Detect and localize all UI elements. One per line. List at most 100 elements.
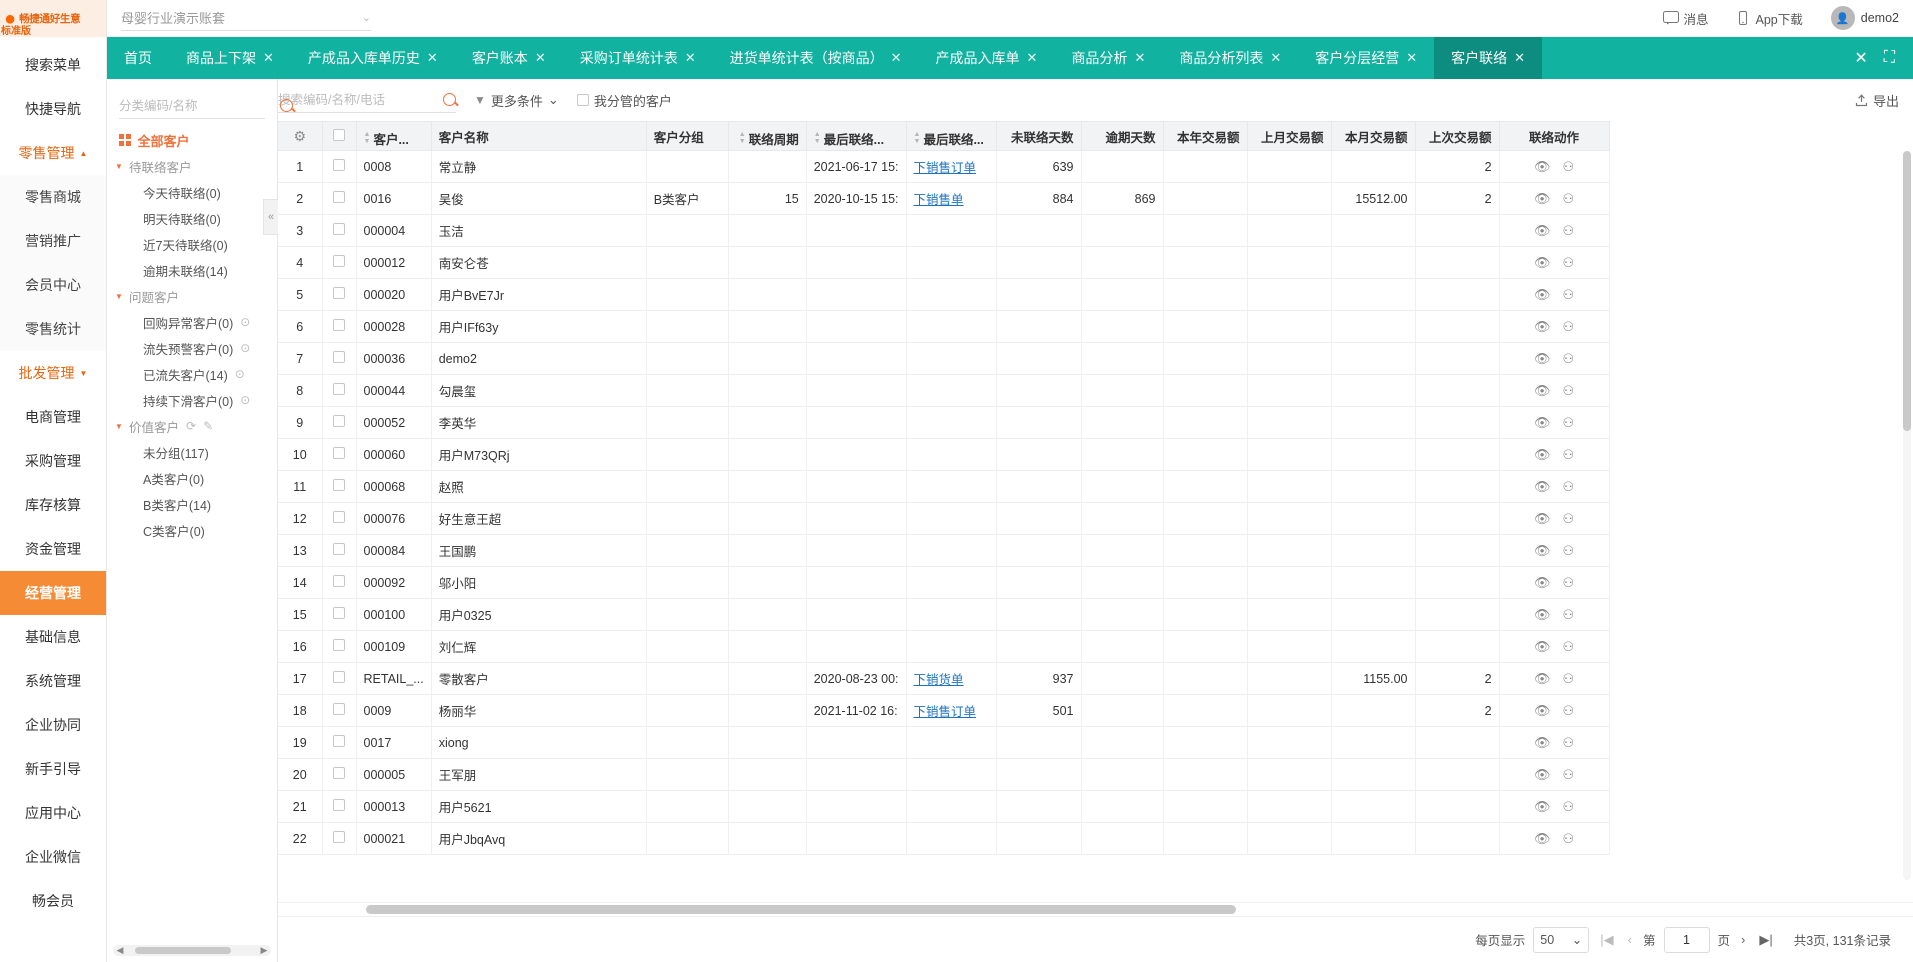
help-icon[interactable]: ⊙ — [240, 393, 251, 407]
row-checkbox-cell[interactable] — [322, 406, 357, 439]
view-icon[interactable]: 👁 — [1533, 510, 1551, 526]
view-icon[interactable]: 👁 — [1533, 350, 1551, 366]
table-row[interactable]: 2 0016 吴俊 B类客户 15 2020-10-15 15: 下销售单 884 869 155… — [278, 182, 1610, 215]
page-number-input[interactable] — [1663, 926, 1710, 953]
row-checkbox[interactable] — [333, 607, 345, 619]
rail-item-17[interactable]: 应用中心 — [0, 791, 106, 835]
rail-item-5[interactable]: 会员中心 — [0, 263, 106, 307]
row-checkbox-cell[interactable] — [322, 374, 357, 407]
share-icon[interactable]: ⚇ — [1562, 830, 1575, 846]
rail-item-6[interactable]: 零售统计 — [0, 307, 106, 351]
share-icon[interactable]: ⚇ — [1562, 286, 1575, 302]
fullscreen-icon[interactable]: ⛶ — [1883, 49, 1895, 66]
share-icon[interactable]: ⚇ — [1562, 606, 1575, 622]
last-action-link[interactable]: 下销货单 — [913, 673, 964, 687]
row-checkbox-cell[interactable] — [322, 822, 357, 855]
close-icon[interactable]: ✕ — [534, 50, 546, 65]
table-row[interactable]: 6 000028 用户IFf63y 👁 ⚇ — [278, 310, 1610, 343]
table-row[interactable]: 4 000012 南安仑苍 👁 ⚇ — [278, 246, 1610, 279]
sort-icon[interactable]: ▲ ▼ — [738, 130, 746, 145]
last-action-link[interactable]: 下销售订单 — [913, 705, 977, 719]
view-icon[interactable]: 👁 — [1533, 158, 1551, 174]
vertical-scrollbar-track[interactable] — [1903, 151, 1911, 880]
scroll-left-arrow-icon[interactable]: ◀ — [116, 945, 124, 955]
row-checkbox[interactable] — [333, 703, 345, 715]
row-checkbox[interactable] — [333, 479, 345, 491]
close-icon[interactable]: ✕ — [1270, 50, 1282, 65]
share-icon[interactable]: ⚇ — [1562, 478, 1575, 494]
rail-item-18[interactable]: 企业微信 — [0, 835, 106, 879]
tree-search-input[interactable] — [119, 98, 280, 113]
tab-7[interactable]: 商品分析 ✕ — [1054, 37, 1162, 79]
view-icon[interactable]: 👁 — [1533, 798, 1551, 814]
col-header-cycle[interactable]: ▲ ▼ 联络周期 — [728, 121, 807, 151]
view-icon[interactable]: 👁 — [1533, 478, 1551, 494]
rail-item-15[interactable]: 企业协同 — [0, 703, 106, 747]
row-checkbox-cell[interactable] — [322, 278, 357, 311]
vertical-scrollbar-thumb[interactable] — [1903, 151, 1911, 431]
col-header-overdue_days[interactable]: 逾期天数 — [1081, 121, 1164, 151]
tree-node-9[interactable]: 已流失客户(14) ⊙ — [107, 361, 277, 387]
share-icon[interactable]: ⚇ — [1562, 766, 1575, 782]
share-icon[interactable]: ⚇ — [1562, 734, 1575, 750]
row-checkbox[interactable] — [333, 159, 345, 171]
tab-8[interactable]: 商品分析列表 ✕ — [1162, 37, 1298, 79]
share-icon[interactable]: ⚇ — [1562, 382, 1575, 398]
row-checkbox[interactable] — [333, 191, 345, 203]
sort-icon[interactable]: ▲ ▼ — [363, 130, 371, 145]
rail-item-16[interactable]: 新手引导 — [0, 747, 106, 791]
view-icon[interactable]: 👁 — [1533, 574, 1551, 590]
row-checkbox[interactable] — [333, 383, 345, 395]
col-header-name[interactable]: 客户名称 — [431, 121, 647, 151]
view-icon[interactable]: 👁 — [1533, 318, 1551, 334]
row-checkbox-cell[interactable] — [322, 310, 357, 343]
tab-4[interactable]: 采购订单统计表 ✕ — [563, 37, 713, 79]
close-icon[interactable]: ✕ — [1134, 50, 1146, 65]
row-actions-cell[interactable]: 👁 ⚇ — [1499, 726, 1610, 759]
more-conditions-button[interactable]: ▼ 更多条件 ⌄ — [474, 91, 559, 110]
view-icon[interactable]: 👁 — [1533, 702, 1551, 718]
share-icon[interactable]: ⚇ — [1562, 158, 1575, 174]
table-row[interactable]: 9 000052 李英华 👁 ⚇ — [278, 406, 1610, 439]
col-header-check[interactable] — [322, 121, 357, 151]
row-checkbox[interactable] — [333, 415, 345, 427]
row-checkbox[interactable] — [333, 543, 345, 555]
share-icon[interactable]: ⚇ — [1562, 798, 1575, 814]
tree-node-2[interactable]: 今天待联络(0) — [107, 179, 277, 205]
share-icon[interactable]: ⚇ — [1562, 254, 1575, 270]
col-header-last_month_amount[interactable]: 上月交易额 — [1247, 121, 1332, 151]
help-icon[interactable]: ⊙ — [240, 341, 251, 355]
view-icon[interactable]: 👁 — [1533, 830, 1551, 846]
row-actions-cell[interactable]: 👁 ⚇ — [1499, 790, 1610, 823]
cell-last_action[interactable]: 下销售订单 — [906, 694, 997, 727]
tree-node-13[interactable]: A类客户(0) — [107, 465, 277, 491]
col-header-days_no_contact[interactable]: 未联络天数 — [996, 121, 1082, 151]
close-icon[interactable]: ✕ — [263, 50, 274, 65]
sort-icon[interactable]: ▲ ▼ — [813, 130, 821, 145]
my-customers-checkbox[interactable]: 我分管的客户 — [576, 91, 672, 110]
table-row[interactable]: 13 000084 王国鹏 👁 ⚇ — [278, 534, 1610, 567]
col-header-last_action[interactable]: ▲ ▼ 最后联络... — [906, 121, 997, 151]
view-icon[interactable]: 👁 — [1533, 254, 1551, 270]
rail-item-11[interactable]: 资金管理 — [0, 527, 106, 571]
tree-scroll-thumb[interactable] — [135, 947, 231, 954]
tree-node-8[interactable]: 流失预警客户(0) ⊙ — [107, 335, 277, 361]
row-checkbox-cell[interactable] — [322, 182, 357, 215]
view-icon[interactable]: 👁 — [1533, 638, 1551, 654]
table-row[interactable]: 8 000044 勾晨玺 👁 ⚇ — [278, 374, 1610, 407]
row-actions-cell[interactable]: 👁 ⚇ — [1499, 406, 1610, 439]
tree-node-5[interactable]: 逾期未联络(14) — [107, 257, 277, 283]
account-set-select[interactable]: 母婴行业演示账套 ⌄ — [121, 5, 371, 31]
col-header-code[interactable]: ▲ ▼ 客户... — [356, 121, 432, 151]
row-checkbox[interactable] — [333, 287, 345, 299]
tab-1[interactable]: 商品上下架 ✕ — [169, 37, 291, 79]
triangle-down-icon[interactable]: ▼ — [115, 161, 123, 171]
view-icon[interactable]: 👁 — [1533, 446, 1551, 462]
row-actions-cell[interactable]: 👁 ⚇ — [1499, 374, 1610, 407]
row-checkbox[interactable] — [333, 671, 345, 683]
row-checkbox-cell[interactable] — [322, 726, 357, 759]
col-header-year_amount[interactable]: 本年交易额 — [1163, 121, 1248, 151]
row-checkbox-cell[interactable] — [322, 566, 357, 599]
tree-node-11[interactable]: ▼ 价值客户 ⟳ ✎ — [107, 413, 277, 439]
triangle-down-icon[interactable]: ▼ — [115, 421, 123, 431]
